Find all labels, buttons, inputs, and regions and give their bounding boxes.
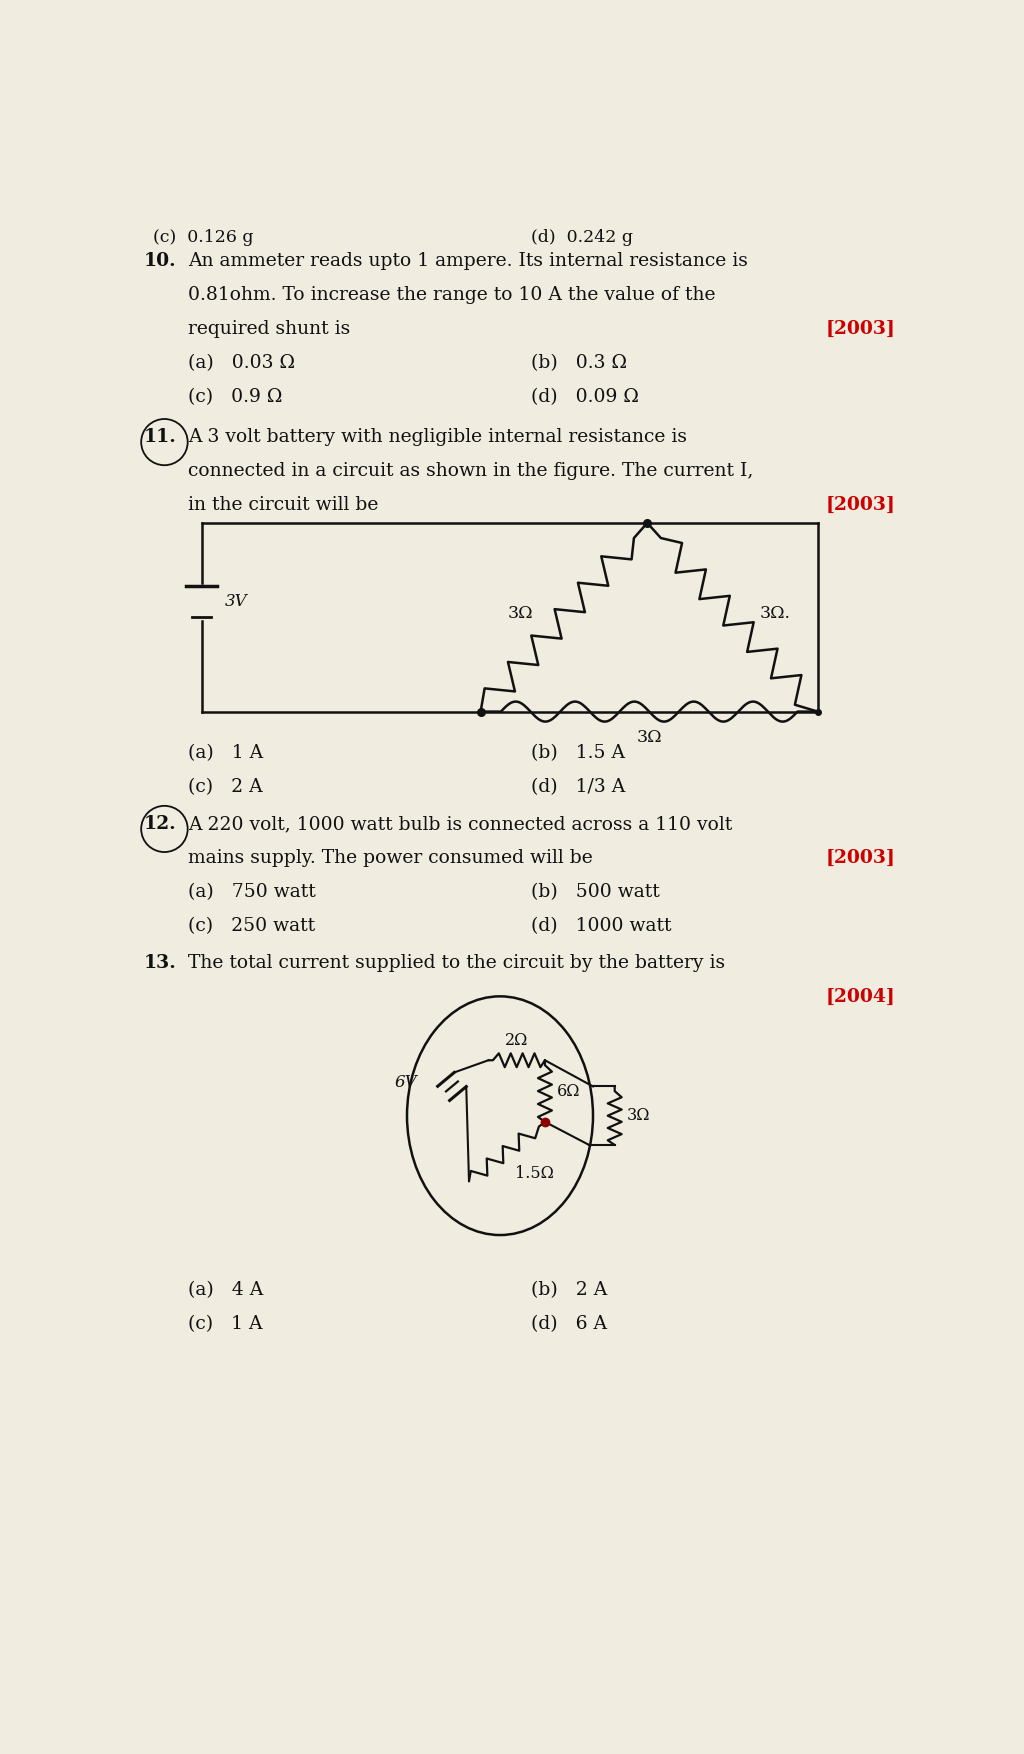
Text: (a)   750 watt: (a) 750 watt [188,882,316,902]
Text: [2003]: [2003] [825,319,895,339]
Text: 0.81ohm. To increase the range to 10 A the value of the: 0.81ohm. To increase the range to 10 A t… [188,286,716,303]
Text: (d)  0.242 g: (d) 0.242 g [531,230,633,246]
Text: An ammeter reads upto 1 ampere. Its internal resistance is: An ammeter reads upto 1 ampere. Its inte… [188,253,749,270]
Text: (d)   1000 watt: (d) 1000 watt [531,917,672,935]
Text: (c)   2 A: (c) 2 A [188,777,263,796]
Text: required shunt is: required shunt is [188,319,350,339]
Text: 3Ω: 3Ω [627,1107,650,1124]
Text: 2Ω: 2Ω [505,1033,528,1049]
Text: (c)  0.126 g: (c) 0.126 g [153,230,253,246]
Text: (c)   250 watt: (c) 250 watt [188,917,315,935]
Text: [2003]: [2003] [825,849,895,866]
Text: (a)   1 A: (a) 1 A [188,744,263,761]
Text: 10.: 10. [143,253,176,270]
Text: (c)   0.9 Ω: (c) 0.9 Ω [188,388,283,405]
Text: connected in a circuit as shown in the figure. The current I,: connected in a circuit as shown in the f… [188,461,754,481]
Text: (b)   1.5 A: (b) 1.5 A [531,744,625,761]
Text: 12.: 12. [143,816,176,833]
Text: [2004]: [2004] [825,988,895,1005]
Text: (a)   0.03 Ω: (a) 0.03 Ω [188,354,296,372]
Text: (b)   2 A: (b) 2 A [531,1280,607,1300]
Text: 6V: 6V [394,1073,417,1091]
Text: (a)   4 A: (a) 4 A [188,1280,264,1300]
Text: 11.: 11. [143,428,176,446]
Text: 1.5Ω: 1.5Ω [515,1165,554,1182]
Text: 3Ω: 3Ω [508,605,532,623]
Text: A 3 volt battery with negligible internal resistance is: A 3 volt battery with negligible interna… [188,428,687,446]
Text: (d)   0.09 Ω: (d) 0.09 Ω [531,388,639,405]
Text: (d)   6 A: (d) 6 A [531,1316,607,1333]
Text: [2003]: [2003] [825,496,895,514]
Text: (b)   0.3 Ω: (b) 0.3 Ω [531,354,627,372]
Text: 6Ω: 6Ω [557,1082,580,1100]
Text: mains supply. The power consumed will be: mains supply. The power consumed will be [188,849,593,866]
Text: 3Ω.: 3Ω. [760,605,791,623]
Text: 3V: 3V [225,593,248,610]
Text: (c)   1 A: (c) 1 A [188,1316,263,1333]
Text: in the circuit will be: in the circuit will be [188,496,379,514]
Text: 3Ω: 3Ω [637,728,662,745]
Text: A 220 volt, 1000 watt bulb is connected across a 110 volt: A 220 volt, 1000 watt bulb is connected … [188,816,733,833]
Text: 13.: 13. [143,954,176,972]
Text: (b)   500 watt: (b) 500 watt [531,882,659,902]
Text: The total current supplied to the circuit by the battery is: The total current supplied to the circui… [188,954,726,972]
Text: (d)   1/3 A: (d) 1/3 A [531,777,626,796]
